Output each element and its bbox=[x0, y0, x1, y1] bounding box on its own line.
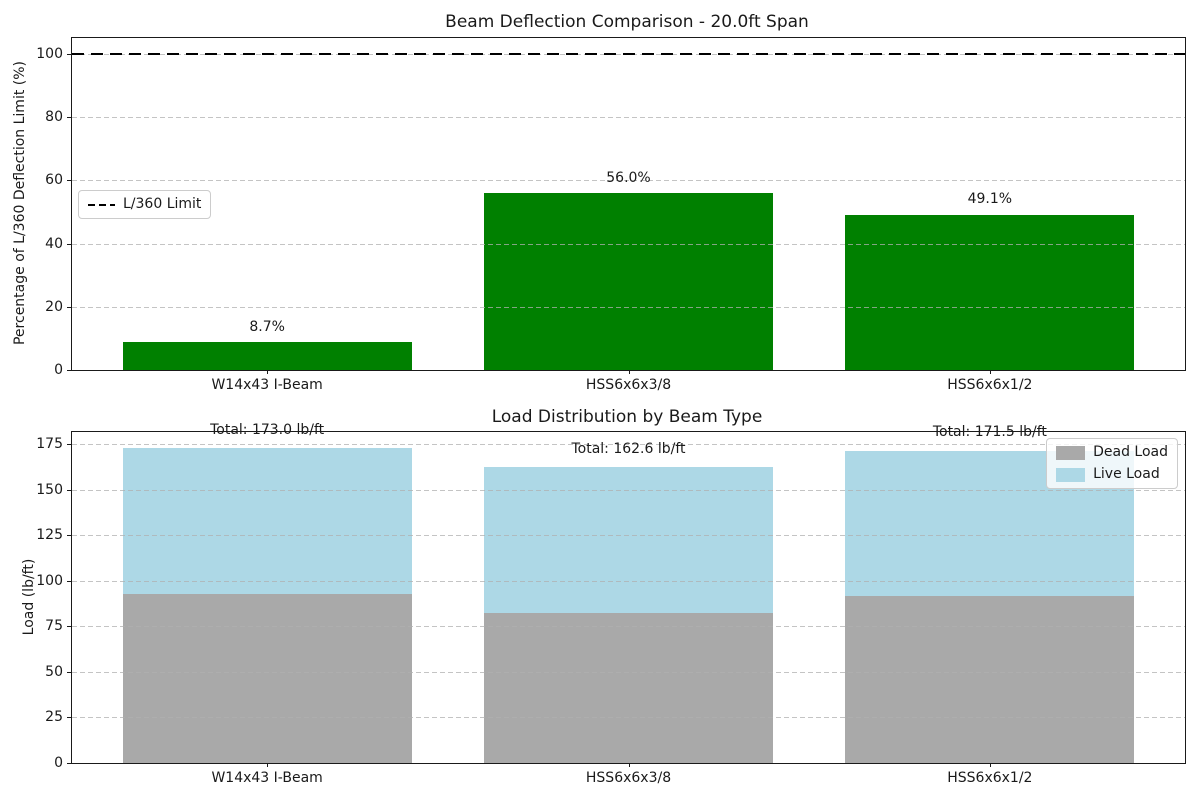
legend-color-swatch-icon bbox=[1056, 445, 1086, 460]
load-bar-dead-load bbox=[845, 596, 1135, 763]
load-y-tick-label: 25 bbox=[45, 709, 63, 726]
top-chart-plot-area: 0 20 40 60 80 100 W14x43 I-Beam HSS6x6x3/8 HSS6x… bbox=[36, 37, 1186, 393]
load-y-tick-label: 100 bbox=[36, 572, 63, 589]
load-legend: Dead Load Live Load bbox=[1046, 438, 1178, 489]
bottom-chart-title: Load Distribution by Beam Type bbox=[491, 407, 763, 427]
load-y-tick-mark bbox=[67, 444, 71, 446]
bottom-chart-plot-area: 0 25 50 75 100 125 150 175 W14x43 I-Beam HSS6x6x3… bbox=[36, 422, 1186, 786]
load-gridline bbox=[72, 535, 1185, 537]
load-gridline bbox=[72, 626, 1185, 628]
load-y-tick-mark bbox=[67, 717, 71, 719]
deflection-x-tick-label: W14x43 I-Beam bbox=[211, 377, 323, 393]
load-bar-live-load bbox=[122, 447, 412, 594]
deflection-x-tick-label: HSS6x6x1/2 bbox=[947, 377, 1033, 393]
load-total-label: Total: 173.0 lb/ft bbox=[210, 421, 325, 438]
deflection-gridline bbox=[72, 306, 1185, 308]
load-legend-label: Live Load bbox=[1093, 466, 1160, 482]
load-gridline bbox=[72, 580, 1185, 582]
load-x-tick-mark bbox=[267, 763, 269, 767]
load-legend-label: Dead Load bbox=[1093, 444, 1168, 460]
deflection-y-tick-label: 20 bbox=[45, 298, 63, 315]
deflection-y-tick-label: 80 bbox=[45, 109, 63, 126]
deflection-y-tick-label: 60 bbox=[45, 172, 63, 189]
deflection-bar-values bbox=[845, 214, 1135, 370]
deflection-gridline bbox=[72, 243, 1185, 245]
load-gridline bbox=[72, 717, 1185, 719]
deflection-bar-values bbox=[483, 192, 774, 370]
dashed-line-icon bbox=[88, 203, 115, 206]
deflection-value-label: 56.0% bbox=[606, 169, 651, 186]
deflection-y-tick-label: 0 bbox=[54, 362, 63, 378]
deflection-legend: L/360 Limit bbox=[78, 190, 212, 219]
deflection-limit-line bbox=[72, 52, 1185, 55]
deflection-value-label: 8.7% bbox=[249, 319, 285, 336]
deflection-y-tick-mark bbox=[67, 117, 71, 119]
load-x-tick-mark bbox=[628, 763, 630, 767]
deflection-x-tick-mark bbox=[989, 370, 991, 374]
load-total-label: Total: 171.5 lb/ft bbox=[932, 424, 1047, 441]
load-legend-item: Live Load bbox=[1056, 466, 1168, 483]
deflection-bar-values bbox=[122, 342, 412, 370]
load-bar-live-load bbox=[483, 466, 774, 613]
load-y-tick-label: 125 bbox=[36, 527, 63, 544]
load-y-tick-mark bbox=[67, 626, 71, 628]
deflection-x-tick-mark bbox=[628, 370, 630, 374]
deflection-legend-label: L/360 Limit bbox=[123, 196, 202, 212]
load-y-tick-mark bbox=[67, 535, 71, 537]
load-y-tick-label: 50 bbox=[45, 663, 63, 680]
load-y-tick-mark bbox=[67, 671, 71, 673]
deflection-y-tick-mark bbox=[67, 180, 71, 182]
load-y-tick-label: 150 bbox=[36, 481, 63, 498]
load-x-tick-label: W14x43 I-Beam bbox=[211, 770, 323, 786]
deflection-y-tick-mark bbox=[67, 370, 71, 371]
load-y-tick-mark bbox=[67, 763, 71, 764]
load-total-label: Total: 162.6 lb/ft bbox=[571, 440, 686, 457]
deflection-y-tick-mark bbox=[67, 306, 71, 308]
load-y-tick-mark bbox=[67, 489, 71, 491]
deflection-legend-item: L/360 Limit bbox=[88, 196, 201, 213]
deflection-y-tick-mark bbox=[67, 243, 71, 245]
deflection-gridline bbox=[72, 180, 1185, 182]
legend-color-swatch-icon bbox=[1056, 467, 1086, 482]
deflection-gridline bbox=[72, 117, 1185, 119]
load-y-tick-label: 75 bbox=[45, 618, 63, 635]
load-y-tick-label: 175 bbox=[36, 436, 63, 453]
deflection-y-tick-label: 100 bbox=[36, 45, 63, 62]
load-gridline bbox=[72, 489, 1185, 491]
load-gridline bbox=[72, 444, 1185, 446]
deflection-x-tick-mark bbox=[267, 370, 269, 374]
load-bar-dead-load bbox=[122, 593, 412, 763]
load-y-tick-label: 0 bbox=[54, 755, 63, 771]
load-x-tick-label: HSS6x6x3/8 bbox=[585, 770, 672, 786]
load-legend-item: Dead Load bbox=[1056, 444, 1168, 461]
load-y-tick-mark bbox=[67, 580, 71, 582]
deflection-y-tick-label: 40 bbox=[45, 235, 63, 252]
load-gridline bbox=[72, 671, 1185, 673]
load-x-tick-label: HSS6x6x1/2 bbox=[947, 770, 1033, 786]
deflection-y-tick-mark bbox=[67, 53, 71, 55]
deflection-x-tick-label: HSS6x6x3/8 bbox=[585, 377, 672, 393]
load-x-tick-mark bbox=[989, 763, 991, 767]
deflection-value-label: 49.1% bbox=[967, 191, 1013, 208]
top-chart-title: Beam Deflection Comparison - 20.0ft Span bbox=[445, 12, 809, 32]
load-bar-dead-load bbox=[483, 612, 774, 763]
